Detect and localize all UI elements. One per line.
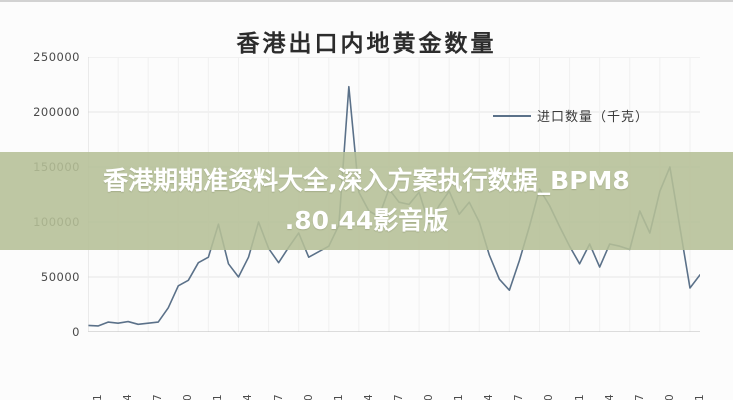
x-tick-2012-04: 2012-04 <box>242 394 254 400</box>
x-tick-2012-07: 2012-07 <box>273 394 285 400</box>
x-tick-2015-10: 2015-10 <box>664 394 676 400</box>
legend: 进口数量（千克） <box>493 106 649 125</box>
x-tick-2013-07: 2013-07 <box>393 394 405 400</box>
y-tick-250000: 250000 <box>33 50 80 64</box>
x-tick-2011-04: 2011-04 <box>122 394 134 400</box>
x-tick-2012-01: 2012-01 <box>212 394 224 400</box>
x-tick-2014-07: 2014-07 <box>513 394 525 400</box>
x-tick-marks <box>88 57 691 332</box>
x-tick-2015-07: 2015-07 <box>634 394 646 400</box>
x-tick-2015-04: 2015-04 <box>604 394 616 400</box>
x-tick-2016-01: 2016-01 <box>694 394 706 400</box>
y-axis-labels: 250000 200000 150000 100000 50000 0 <box>0 2 80 400</box>
chart-title: 香港出口内地黄金数量 <box>236 31 497 57</box>
x-tick-2014-01: 2014-01 <box>453 394 465 400</box>
y-tick-100000: 100000 <box>33 215 80 229</box>
x-tick-2013-04: 2013-04 <box>363 394 375 400</box>
x-tick-2012-10: 2012-10 <box>303 394 315 400</box>
legend-label: 进口数量（千克） <box>537 110 650 125</box>
x-tick-2011-07: 2011-07 <box>152 394 164 400</box>
x-tick-2011-01: 2011-01 <box>92 394 104 400</box>
x-tick-2014-10: 2014-10 <box>543 394 555 400</box>
x-tick-2015-01: 2015-01 <box>574 394 586 400</box>
plot-area <box>88 57 700 332</box>
line-chart-svg <box>88 57 700 332</box>
y-tick-200000: 200000 <box>33 105 80 119</box>
x-axis-labels: 2011-01 2011-04 2011-07 2011-10 2012-01 2012-… <box>88 336 708 400</box>
x-tick-2014-04: 2014-04 <box>483 394 495 400</box>
legend-line-swatch <box>493 114 531 117</box>
y-tick-0: 0 <box>72 325 80 339</box>
x-tick-2013-01: 2013-01 <box>333 394 345 400</box>
y-tick-150000: 150000 <box>33 160 80 174</box>
top-border-divider <box>0 0 733 2</box>
x-tick-2011-10: 2011-10 <box>182 394 194 400</box>
x-tick-2013-10: 2013-10 <box>423 394 435 400</box>
y-tick-50000: 50000 <box>40 270 80 284</box>
